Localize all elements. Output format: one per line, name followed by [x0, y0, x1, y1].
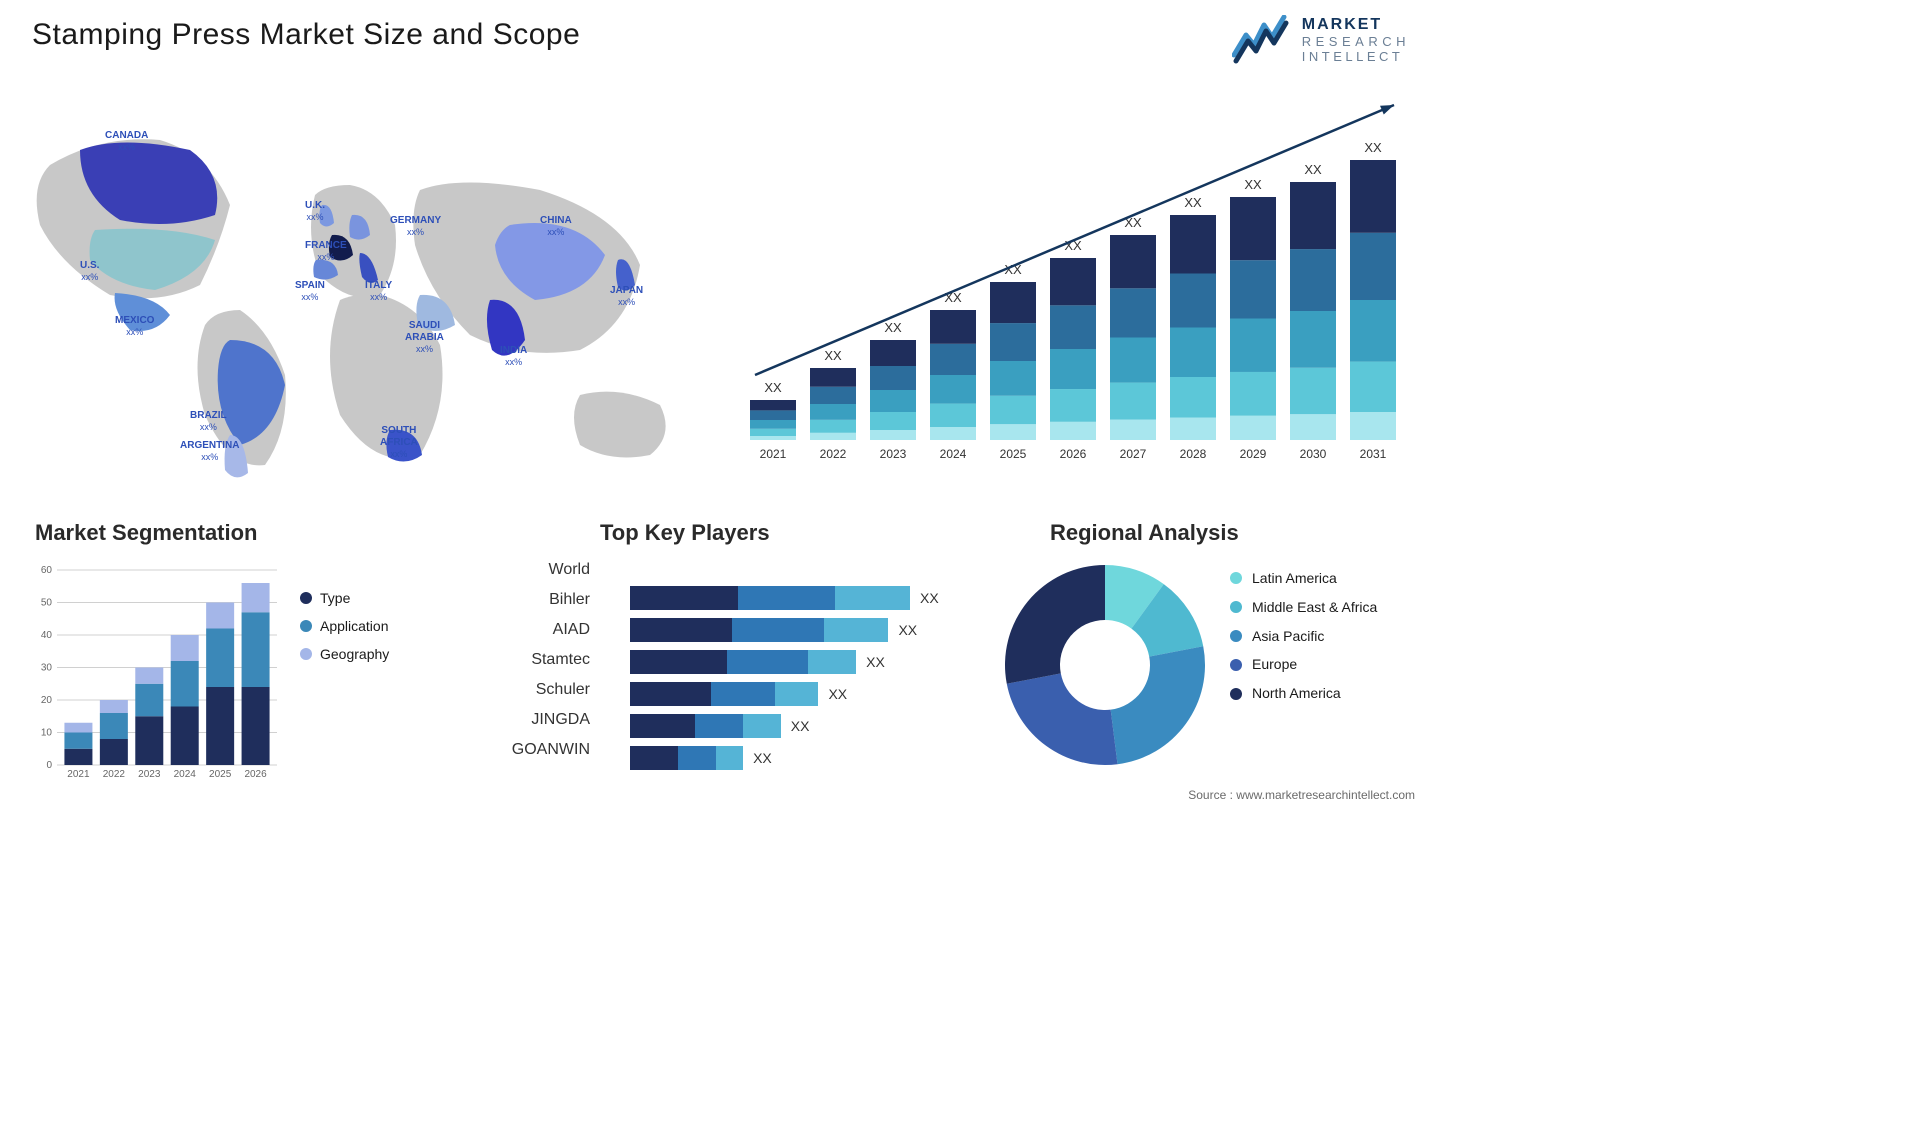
svg-text:2022: 2022	[820, 447, 847, 461]
keyplayers-row-label: AIAD	[490, 615, 590, 645]
regional-heading: Regional Analysis	[1050, 520, 1239, 546]
logo-line-3: INTELLECT	[1302, 49, 1410, 64]
regional-legend-item: Middle East & Africa	[1230, 599, 1410, 616]
keyplayers-bar: XX	[630, 650, 970, 674]
svg-text:2028: 2028	[1180, 447, 1207, 461]
svg-text:2026: 2026	[1060, 447, 1087, 461]
keyplayers-bar: XX	[630, 682, 970, 706]
segmentation-chart: 0 10 20 30 40 50 60 2021 2022 2023 2024 2025 2026	[32, 555, 282, 785]
map-label-arg: ARGENTINAxx%	[180, 440, 239, 463]
svg-text:XX: XX	[1184, 195, 1202, 210]
svg-text:2024: 2024	[940, 447, 967, 461]
svg-text:XX: XX	[884, 320, 902, 335]
map-label-italy: ITALYxx%	[365, 280, 392, 303]
keyplayers-row-label: JINGDA	[490, 705, 590, 735]
regional-donut	[1000, 560, 1210, 770]
svg-text:10: 10	[41, 728, 53, 739]
market-size-chart: XX 2021 XX 2022 XX 2023 XX 2024 XX 2025 XX 2026 XX 20…	[740, 95, 1410, 470]
page-title: Stamping Press Market Size and Scope	[32, 18, 580, 52]
map-label-canada: CANADAxx%	[105, 130, 148, 153]
map-label-spain: SPAINxx%	[295, 280, 325, 303]
logo-wave-icon	[1232, 15, 1292, 65]
svg-text:XX: XX	[1364, 140, 1382, 155]
logo-line-2: RESEARCH	[1302, 34, 1410, 49]
regional-legend: Latin America Middle East & Africa Asia Pa…	[1230, 570, 1410, 714]
keyplayers-row-label: Schuler	[490, 675, 590, 705]
regional-legend-item: Asia Pacific	[1230, 628, 1410, 645]
svg-text:20: 20	[41, 695, 53, 706]
map-label-mexico: MEXICOxx%	[115, 315, 154, 338]
svg-text:2025: 2025	[1000, 447, 1027, 461]
map-label-us: U.S.xx%	[80, 260, 99, 283]
map-label-safr: SOUTHAFRICAxx%	[380, 425, 418, 460]
keyplayers-row-labels: WorldBihlerAIADStamtecSchulerJINGDAGOANW…	[490, 555, 590, 765]
svg-text:2025: 2025	[209, 769, 232, 780]
svg-text:2026: 2026	[244, 769, 267, 780]
svg-text:2027: 2027	[1120, 447, 1147, 461]
keyplayers-heading: Top Key Players	[600, 520, 770, 546]
regional-legend-item: Latin America	[1230, 570, 1410, 587]
svg-text:40: 40	[41, 630, 53, 641]
keyplayers-row-label: Stamtec	[490, 645, 590, 675]
logo-line-1: MARKET	[1302, 16, 1410, 34]
svg-text:2021: 2021	[760, 447, 787, 461]
svg-text:30: 30	[41, 663, 53, 674]
map-label-india: INDIAxx%	[500, 345, 527, 368]
keyplayers-bar: XX	[630, 746, 970, 770]
keyplayers-row-label: GOANWIN	[490, 735, 590, 765]
map-label-germany: GERMANYxx%	[390, 215, 441, 238]
segmentation-legend-item: Application	[300, 618, 389, 634]
svg-text:2031: 2031	[1360, 447, 1387, 461]
segmentation-legend-item: Type	[300, 590, 389, 606]
map-label-ksa: SAUDIARABIAxx%	[405, 320, 444, 355]
svg-text:2030: 2030	[1300, 447, 1327, 461]
map-label-uk: U.K.xx%	[305, 200, 325, 223]
keyplayers-bar: XX	[630, 618, 970, 642]
svg-text:2029: 2029	[1240, 447, 1267, 461]
svg-text:2022: 2022	[103, 769, 126, 780]
map-label-japan: JAPANxx%	[610, 285, 643, 308]
map-label-china: CHINAxx%	[540, 215, 572, 238]
svg-text:XX: XX	[764, 380, 782, 395]
brand-logo: MARKET RESEARCH INTELLECT	[1232, 15, 1410, 65]
keyplayers-row-top: World	[490, 555, 590, 585]
map-label-brazil: BRAZILxx%	[190, 410, 227, 433]
segmentation-heading: Market Segmentation	[35, 520, 258, 546]
svg-text:XX: XX	[824, 348, 842, 363]
segmentation-legend: Type Application Geography	[300, 590, 389, 674]
svg-text:2024: 2024	[174, 769, 197, 780]
regional-legend-item: North America	[1230, 685, 1410, 702]
map-label-france: FRANCExx%	[305, 240, 347, 263]
svg-text:XX: XX	[1244, 177, 1262, 192]
svg-text:2023: 2023	[138, 769, 161, 780]
keyplayers-bar: XX	[630, 714, 970, 738]
svg-text:2023: 2023	[880, 447, 907, 461]
keyplayers-bar: XX	[630, 586, 970, 610]
regional-legend-item: Europe	[1230, 656, 1410, 673]
svg-text:2021: 2021	[67, 769, 90, 780]
svg-text:XX: XX	[1304, 162, 1322, 177]
keyplayers-bars: XX XX XX XX XX XX	[630, 560, 970, 780]
svg-text:60: 60	[41, 565, 53, 576]
segmentation-legend-item: Geography	[300, 646, 389, 662]
svg-text:50: 50	[41, 598, 53, 609]
svg-text:0: 0	[46, 760, 52, 771]
world-map: CANADAxx% U.S.xx% MEXICOxx% BRAZILxx% ARGENT…	[20, 95, 700, 495]
keyplayers-row-label: Bihler	[490, 585, 590, 615]
source-attribution: Source : www.marketresearchintellect.com	[1188, 788, 1415, 802]
